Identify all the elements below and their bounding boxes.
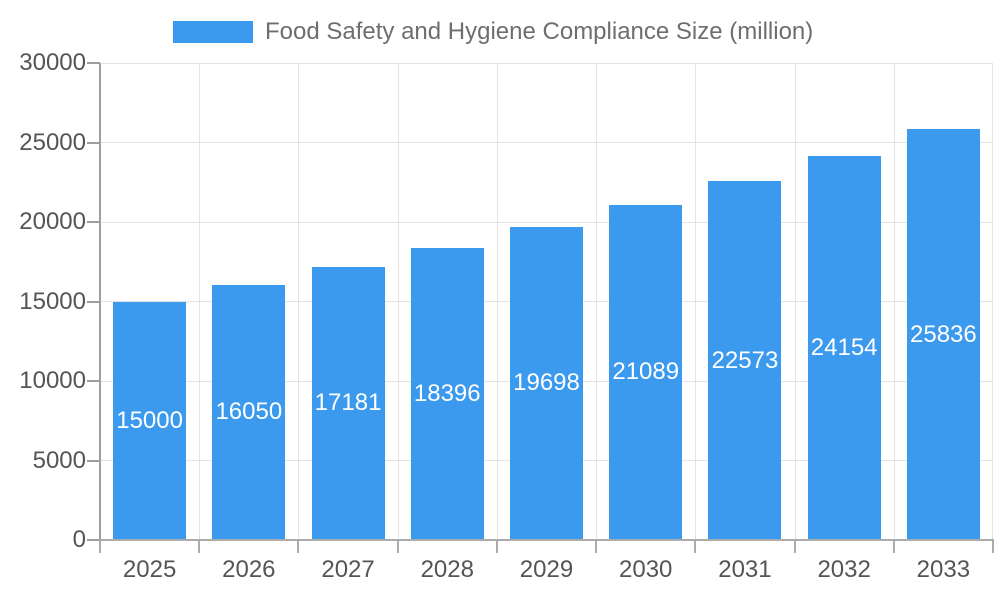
y-tick-label: 15000 (19, 287, 86, 315)
x-tick-label: 2026 (222, 556, 276, 583)
x-tick-label: 2029 (519, 556, 574, 583)
bar-value-label: 24154 (810, 333, 878, 361)
bar: 17181 (311, 266, 385, 540)
gridline-vertical (298, 63, 300, 540)
x-tick-label: 2025 (122, 556, 177, 583)
gridline-vertical (397, 63, 399, 540)
y-tick-label: 20000 (19, 208, 86, 235)
y-axis-line (99, 63, 101, 542)
gridline-vertical (893, 63, 895, 540)
legend-label: Food Safety and Hygiene Compliance Size … (265, 18, 814, 45)
bar-value-label: 18396 (413, 379, 481, 407)
y-axis-tick (87, 221, 100, 223)
bar-value-label: 19698 (513, 369, 580, 397)
plot-area: 15000 16050 17181 18396 19698 21089 22573 24154… (100, 62, 993, 540)
x-axis-tick (198, 540, 201, 553)
x-tick-label: 2028 (420, 556, 474, 583)
y-axis-tick (87, 300, 100, 303)
gridline-horizontal (100, 62, 993, 64)
gridline-vertical (496, 63, 498, 540)
x-axis-tick (992, 540, 994, 553)
gridline-vertical (596, 63, 598, 540)
y-tick-label: 10000 (19, 367, 86, 394)
gridline-horizontal (100, 221, 993, 223)
x-axis-tick (495, 540, 498, 553)
x-axis-line (99, 539, 994, 541)
bar: 21089 (609, 204, 683, 540)
x-axis-tick (793, 540, 796, 553)
bar: 25836 (906, 129, 980, 540)
x-tick-label: 2031 (718, 556, 772, 583)
bar: 24154 (807, 155, 881, 540)
y-axis-tick (87, 62, 100, 64)
bar: 16050 (212, 284, 286, 540)
bar-value-label: 15000 (116, 406, 183, 434)
gridline-horizontal (100, 142, 993, 143)
y-axis-tick (87, 539, 100, 541)
y-tick-label: 5000 (32, 446, 86, 474)
gridline-vertical (199, 63, 201, 540)
y-axis-tick (87, 380, 100, 382)
legend-swatch (173, 21, 253, 43)
bar-value-label: 21089 (612, 358, 680, 386)
gridline-vertical (695, 63, 697, 540)
gridline-vertical (992, 63, 993, 540)
gridline-vertical (794, 63, 796, 540)
bar-value-label: 16050 (215, 398, 283, 426)
x-axis-tick (694, 540, 697, 553)
bar: 15000 (113, 301, 187, 540)
x-tick-label: 2033 (916, 556, 971, 583)
x-axis-tick (892, 540, 895, 553)
x-axis-tick (396, 540, 399, 553)
bar: 22573 (708, 181, 782, 540)
bar: 18396 (410, 247, 484, 540)
y-axis-tick (87, 459, 100, 462)
x-tick-label: 2032 (817, 556, 871, 583)
x-tick-label: 2027 (321, 556, 375, 583)
x-axis-tick (595, 540, 598, 553)
y-axis-tick (87, 141, 100, 144)
bar: 19698 (510, 226, 583, 540)
y-tick-label: 25000 (19, 128, 86, 156)
bar-value-label: 25836 (910, 320, 977, 348)
y-tick-label: 0 (72, 526, 86, 553)
legend: Food Safety and Hygiene Compliance Size … (173, 18, 813, 46)
bar-value-label: 17181 (314, 389, 382, 417)
y-tick-label: 30000 (19, 49, 86, 76)
bar-value-label: 22573 (711, 346, 779, 374)
x-axis-tick (99, 540, 101, 553)
x-tick-label: 2030 (619, 556, 673, 583)
x-axis-tick (297, 540, 300, 553)
